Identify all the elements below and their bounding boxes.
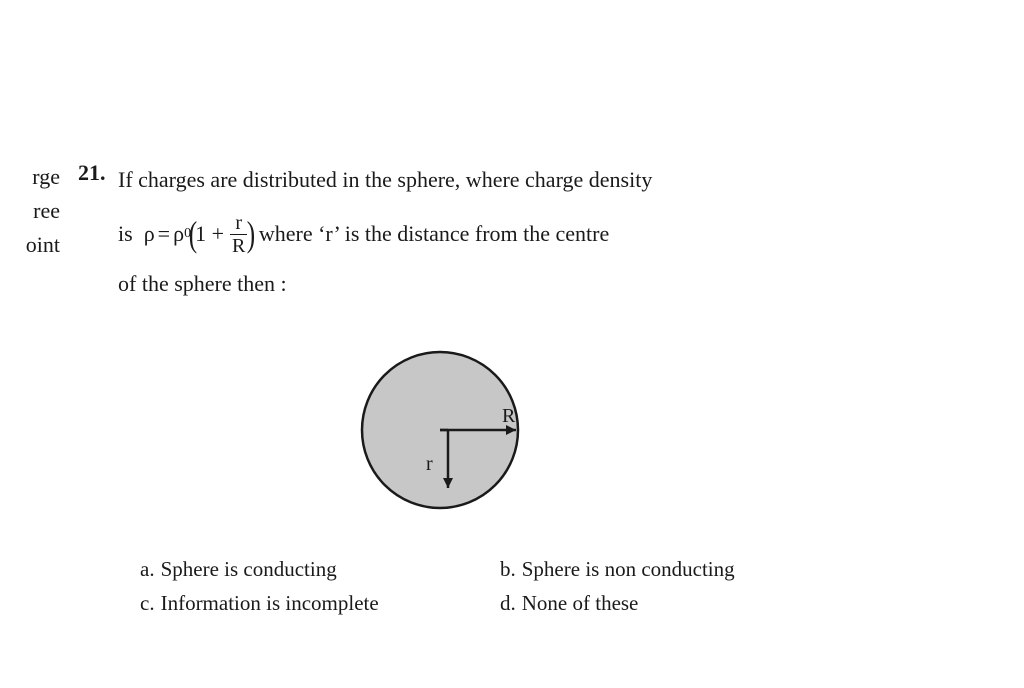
left-margin-fragments: rge ree oint	[0, 160, 60, 262]
rho-symbol: ρ	[144, 214, 155, 254]
option-c-letter: c.	[140, 586, 155, 620]
page-root: rge ree oint 21. If charges are distribu…	[0, 0, 1024, 688]
sphere-svg: R r	[340, 330, 540, 530]
option-c[interactable]: c. Information is incomplete	[140, 586, 500, 620]
right-paren: )	[247, 214, 255, 254]
line2-post: where ‘r’ is the distance from the centr…	[253, 214, 609, 254]
question-line-3: of the sphere then :	[118, 264, 918, 304]
margin-frag-2: ree	[0, 194, 60, 228]
margin-frag-1: rge	[0, 160, 60, 194]
option-row-2: c. Information is incomplete d. None of …	[140, 586, 910, 620]
fraction-r-over-R: r R	[230, 213, 247, 256]
option-d[interactable]: d. None of these	[500, 586, 900, 620]
fraction-numerator: r	[233, 213, 244, 234]
question-number: 21.	[78, 160, 106, 186]
one-plus: 1 +	[195, 214, 224, 254]
margin-frag-3: oint	[0, 228, 60, 262]
option-row-1: a. Sphere is conducting b. Sphere is non…	[140, 552, 910, 586]
option-b[interactable]: b. Sphere is non conducting	[500, 552, 900, 586]
option-a-letter: a.	[140, 552, 155, 586]
option-b-letter: b.	[500, 552, 516, 586]
option-d-text: None of these	[522, 586, 639, 620]
answer-options: a. Sphere is conducting b. Sphere is non…	[140, 552, 910, 620]
option-b-text: Sphere is non conducting	[522, 552, 735, 586]
equals-sign: =	[155, 214, 173, 254]
option-d-letter: d.	[500, 586, 516, 620]
label-R: R	[502, 405, 516, 427]
question-line-2: is ρ = ρ 0 ( 1 + r R ) where ‘r’ is the …	[118, 206, 918, 262]
option-a-text: Sphere is conducting	[161, 552, 337, 586]
sphere-diagram: R r	[340, 330, 540, 530]
option-a[interactable]: a. Sphere is conducting	[140, 552, 500, 586]
fraction-denominator: R	[230, 234, 247, 256]
line2-pre: is	[118, 214, 144, 254]
left-paren: (	[189, 214, 197, 254]
label-r: r	[426, 453, 433, 475]
rho0-symbol: ρ	[173, 214, 184, 254]
question-line-1: If charges are distributed in the sphere…	[118, 160, 918, 200]
option-c-text: Information is incomplete	[161, 586, 379, 620]
question-body: If charges are distributed in the sphere…	[118, 160, 918, 304]
